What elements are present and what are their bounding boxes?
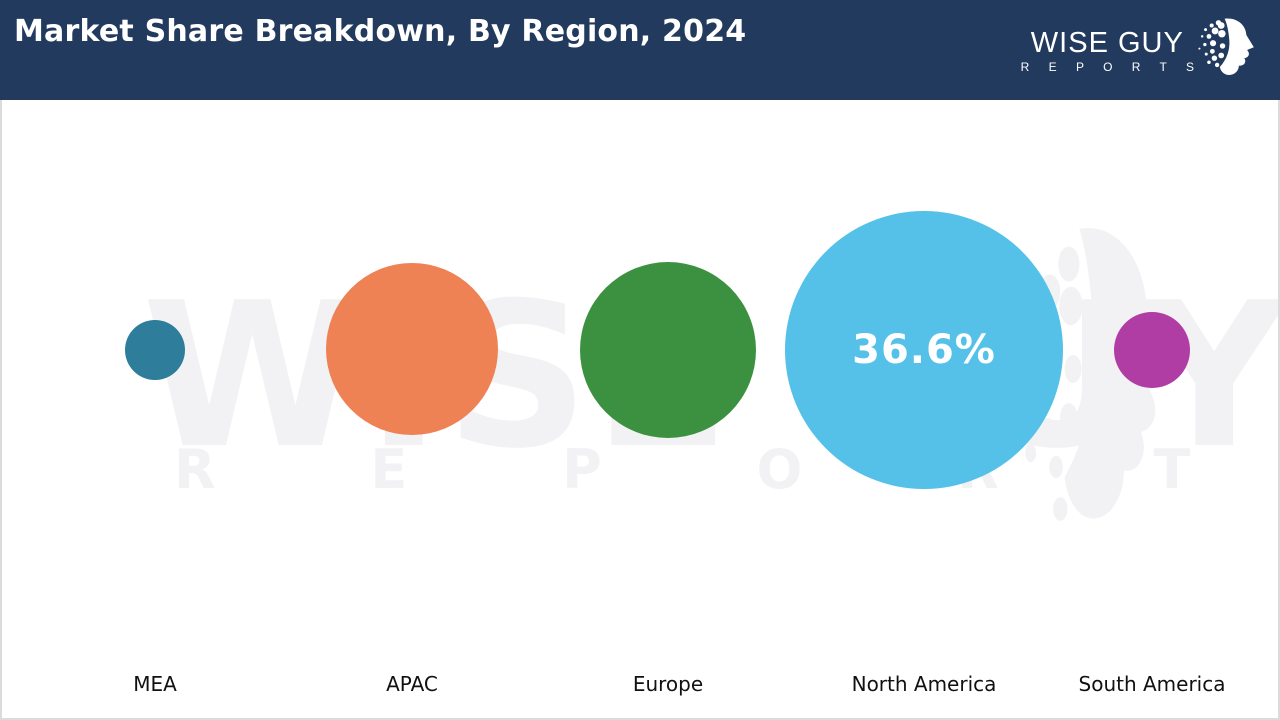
wise-guy-face-icon [1198, 18, 1254, 75]
category-label-north-america: North America [851, 672, 997, 696]
bubble-apac [326, 263, 498, 435]
logo-reports-text: R E P O R T S [1020, 59, 1202, 74]
page-title: Market Share Breakdown, By Region, 2024 [14, 14, 747, 49]
bubble-value-label: 36.6% [852, 327, 996, 373]
logo-text: WISE GUY R E P O R T S [1021, 27, 1194, 74]
bubble-mea [125, 320, 185, 380]
bubble-chart: WISE GUY R E P O R T S 36.6% MEA APAC Eu… [0, 100, 1280, 720]
category-label-europe: Europe [632, 672, 704, 696]
logo-wiseguy-text: WISE GUY [1030, 26, 1184, 59]
bubble-south-america [1114, 312, 1190, 388]
bubble-north-america: 36.6% [785, 211, 1063, 489]
category-label-mea: MEA [133, 672, 177, 696]
category-label-apac: APAC [386, 672, 438, 696]
header-bar: Market Share Breakdown, By Region, 2024 … [0, 0, 1280, 100]
wise-guy-logo: WISE GUY R E P O R T S [1021, 14, 1262, 86]
bubble-europe [580, 262, 756, 438]
category-label-south-america: South America [1078, 672, 1226, 696]
